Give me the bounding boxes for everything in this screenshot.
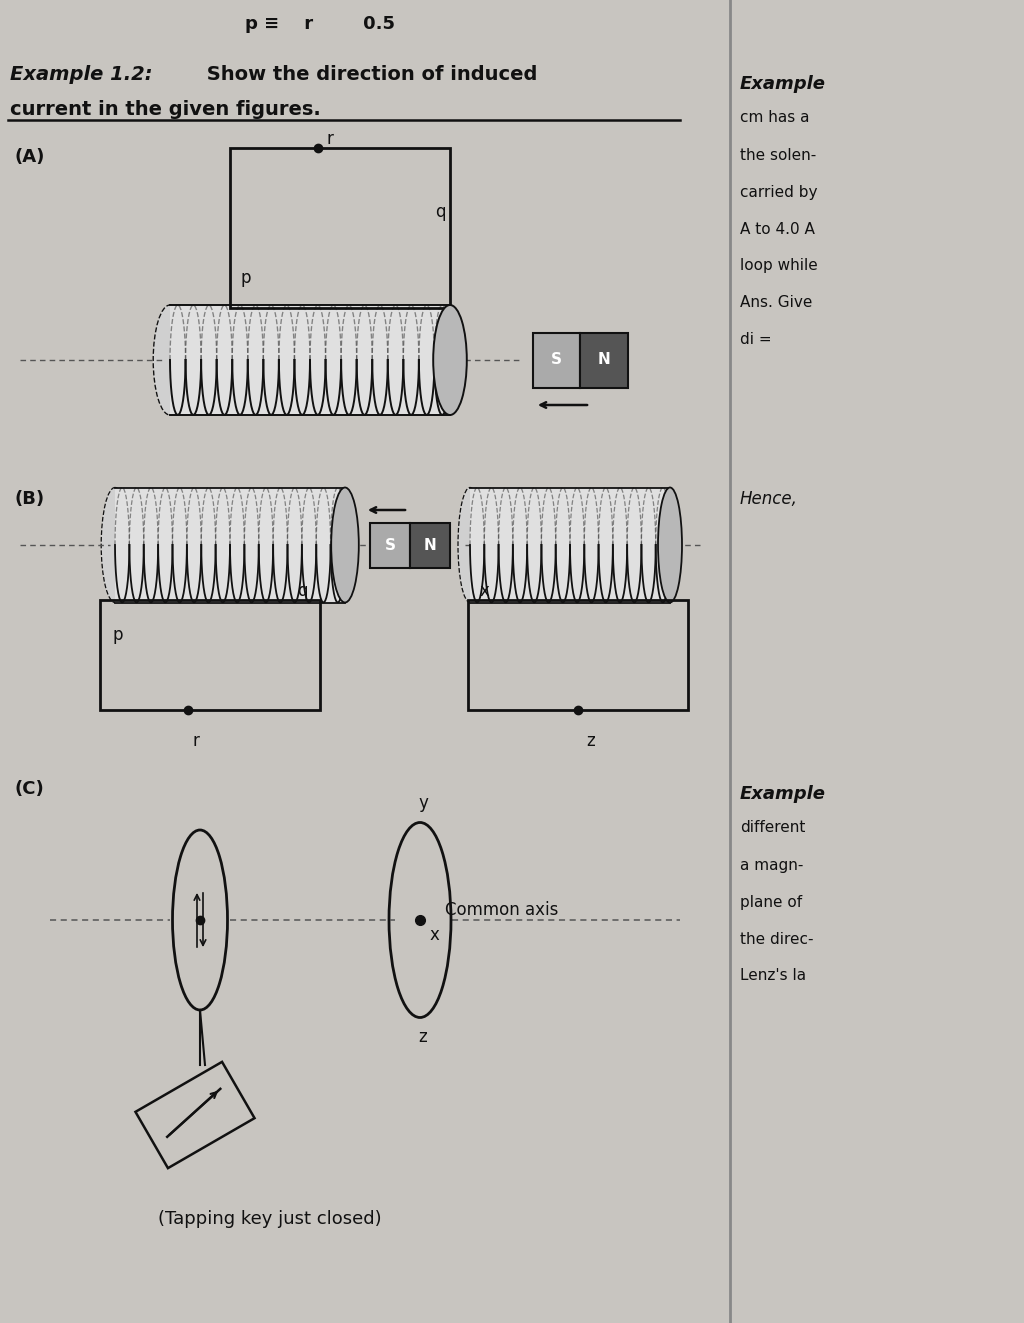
Ellipse shape xyxy=(101,487,129,602)
Text: Lenz's la: Lenz's la xyxy=(740,968,806,983)
Text: S: S xyxy=(551,352,562,368)
Text: Ans. Give: Ans. Give xyxy=(740,295,812,310)
Text: Show the direction of induced: Show the direction of induced xyxy=(200,65,538,83)
Text: x: x xyxy=(430,926,440,945)
Text: plane of: plane of xyxy=(740,894,802,910)
Ellipse shape xyxy=(458,487,482,602)
Ellipse shape xyxy=(154,306,186,415)
Bar xyxy=(230,148,450,308)
Text: Example: Example xyxy=(740,75,826,93)
Text: S: S xyxy=(384,537,395,553)
Bar xyxy=(410,523,450,568)
Text: different: different xyxy=(740,820,805,835)
Text: Common axis: Common axis xyxy=(445,901,558,919)
Text: Hence,: Hence, xyxy=(740,490,798,508)
Bar xyxy=(100,601,319,710)
Bar xyxy=(468,601,688,710)
Text: cm has a: cm has a xyxy=(740,110,810,124)
Text: N: N xyxy=(597,352,610,368)
Text: r: r xyxy=(193,732,200,750)
Text: p: p xyxy=(240,269,251,287)
Bar xyxy=(115,487,345,602)
Text: y: y xyxy=(667,582,676,601)
Text: current in the given figures.: current in the given figures. xyxy=(10,101,321,119)
Bar xyxy=(370,523,410,568)
Text: N: N xyxy=(424,537,436,553)
Text: z: z xyxy=(586,732,595,750)
Text: x: x xyxy=(480,582,489,601)
Text: p: p xyxy=(112,626,123,644)
Text: y: y xyxy=(418,794,428,812)
Ellipse shape xyxy=(331,487,358,602)
Text: the solen-: the solen- xyxy=(740,148,816,163)
Text: di =: di = xyxy=(740,332,772,347)
Text: loop while: loop while xyxy=(740,258,818,273)
Ellipse shape xyxy=(433,306,467,415)
Text: Example: Example xyxy=(740,785,826,803)
Text: r: r xyxy=(326,130,333,148)
Text: p ≡    r        0.5: p ≡ r 0.5 xyxy=(245,15,395,33)
Bar xyxy=(580,332,628,388)
Text: a magn-: a magn- xyxy=(740,859,804,873)
Text: Example 1.2:: Example 1.2: xyxy=(10,65,153,83)
Text: q: q xyxy=(298,582,308,601)
Text: z: z xyxy=(419,1028,427,1046)
Bar xyxy=(532,332,580,388)
Text: A to 4.0 A: A to 4.0 A xyxy=(740,222,815,237)
Text: the direc-: the direc- xyxy=(740,931,813,947)
Text: (Tapping key just closed): (Tapping key just closed) xyxy=(158,1211,382,1228)
Text: (B): (B) xyxy=(15,490,45,508)
Bar xyxy=(170,306,450,415)
Ellipse shape xyxy=(658,487,682,602)
Bar xyxy=(470,487,670,602)
Text: (C): (C) xyxy=(15,781,45,798)
Text: carried by: carried by xyxy=(740,185,817,200)
Text: (A): (A) xyxy=(15,148,45,165)
Text: q: q xyxy=(435,202,445,221)
